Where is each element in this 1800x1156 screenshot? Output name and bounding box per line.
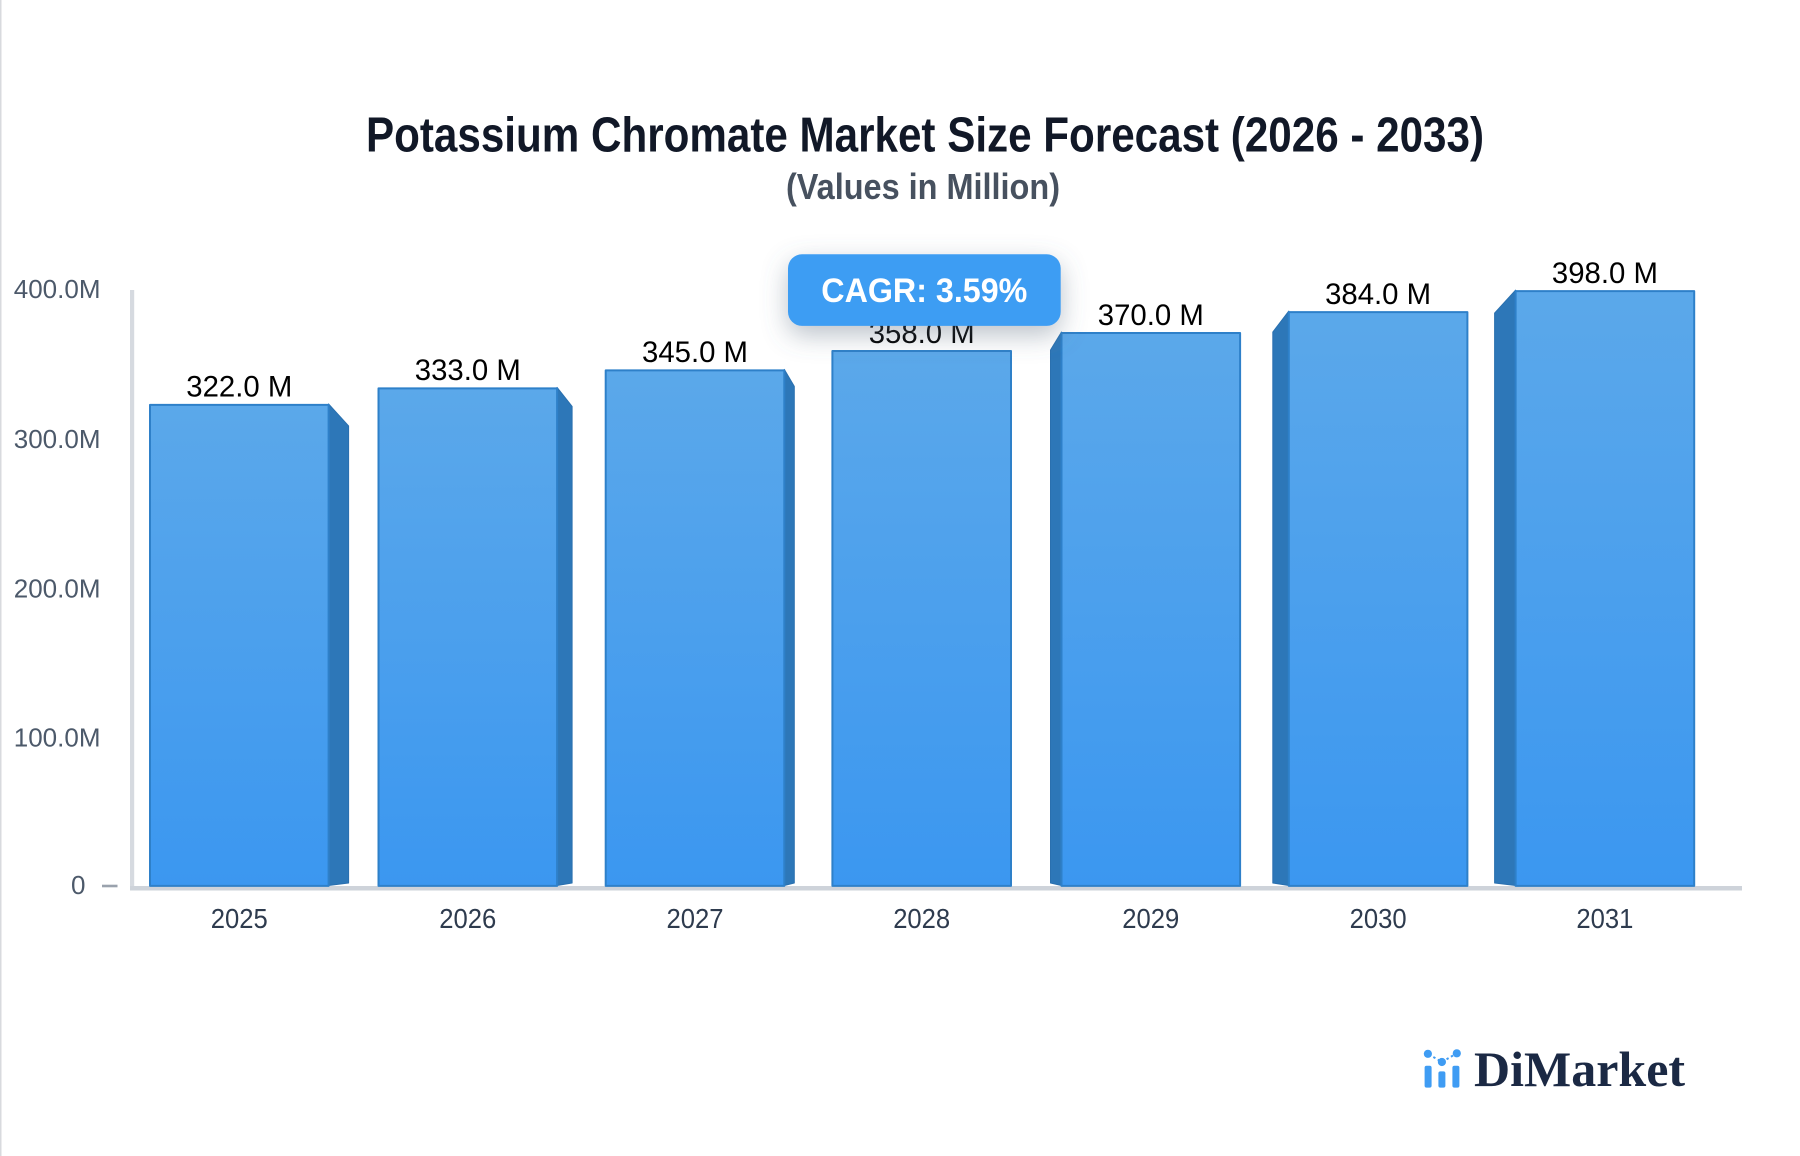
svg-text:2029: 2029	[1122, 903, 1179, 934]
svg-text:0: 0	[71, 870, 85, 900]
svg-text:2026: 2026	[439, 903, 496, 934]
svg-text:100.0M: 100.0M	[14, 722, 101, 752]
svg-text:CAGR: 3.59%: CAGR: 3.59%	[821, 272, 1027, 310]
svg-text:398.0 M: 398.0 M	[1552, 257, 1658, 290]
svg-text:200.0M: 200.0M	[14, 573, 101, 603]
svg-text:2027: 2027	[667, 903, 724, 934]
svg-text:2025: 2025	[211, 903, 268, 934]
svg-text:333.0 M: 333.0 M	[415, 354, 521, 387]
svg-text:300.0M: 300.0M	[14, 424, 101, 454]
svg-text:2031: 2031	[1576, 903, 1633, 934]
svg-text:Potassium Chromate Market Size: Potassium Chromate Market Size Forecast …	[366, 108, 1484, 162]
svg-text:2028: 2028	[893, 903, 950, 934]
svg-text:345.0 M: 345.0 M	[642, 336, 748, 369]
svg-text:(Values in Million): (Values in Million)	[786, 166, 1060, 207]
svg-text:384.0 M: 384.0 M	[1325, 278, 1431, 311]
svg-text:322.0 M: 322.0 M	[186, 371, 292, 404]
svg-text:2030: 2030	[1350, 903, 1407, 934]
svg-text:400.0M: 400.0M	[14, 274, 101, 304]
svg-text:370.0 M: 370.0 M	[1098, 299, 1204, 332]
svg-text:DiMarket: DiMarket	[1474, 1041, 1685, 1097]
